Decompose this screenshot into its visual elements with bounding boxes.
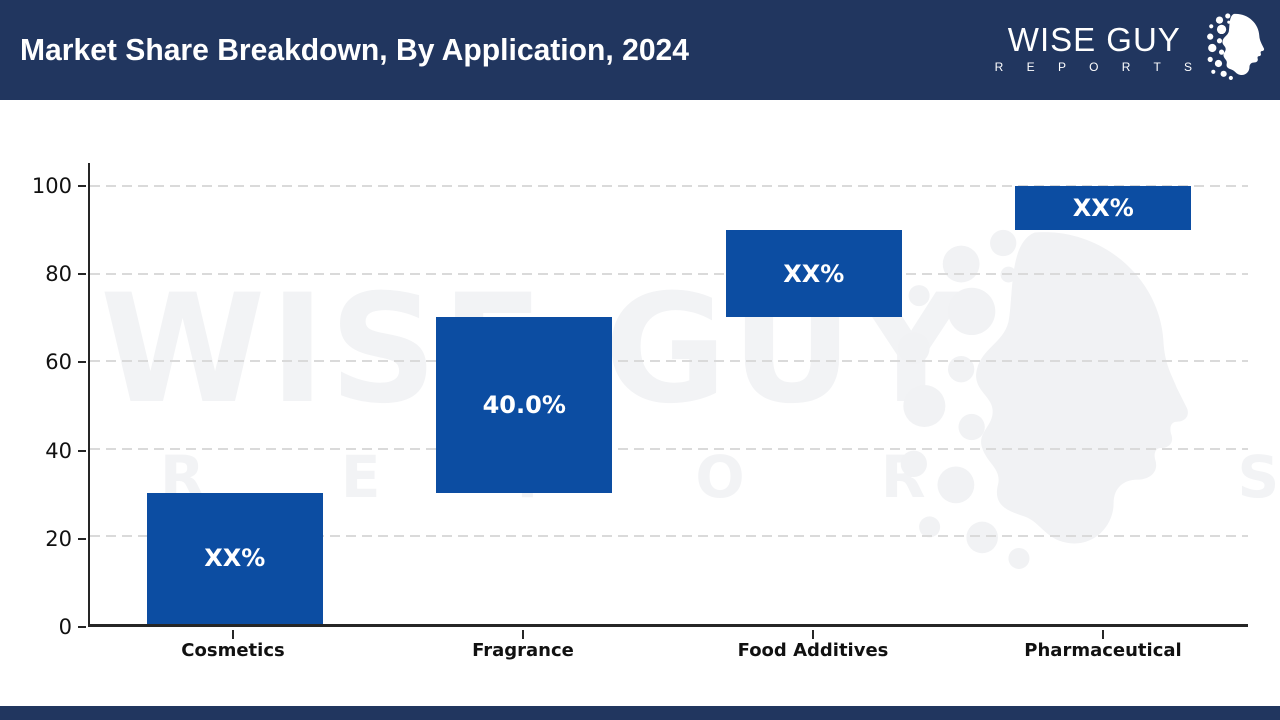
x-tick-mark [812, 630, 814, 639]
x-tick-mark [232, 630, 234, 639]
y-tick-mark [78, 626, 86, 628]
x-axis-label-pharmaceutical: Pharmaceutical [1024, 640, 1182, 661]
y-tick-label: 100 [31, 174, 72, 198]
x-tick-mark [1102, 630, 1104, 639]
y-axis-ticks: 0 20 40 60 80 100 [0, 174, 88, 639]
bar-cosmetics: XX% [146, 492, 323, 624]
y-tick-label: 80 [45, 262, 72, 287]
brand-face-icon [1207, 13, 1265, 81]
plot-area: XX% 40.0% XX% XX% [88, 163, 1248, 627]
y-tick-mark [78, 537, 86, 540]
bar-value-label: XX% [783, 259, 845, 288]
y-tick-label: 40 [45, 438, 72, 463]
value-area: XX% 40.0% XX% XX% [90, 185, 1248, 624]
bar-fragrance: 40.0% [436, 317, 613, 493]
y-tick-label: 60 [45, 350, 72, 375]
bar-food-additives: XX% [725, 229, 902, 318]
x-ticks [88, 630, 1248, 639]
y-tick-mark [78, 273, 86, 276]
y-tick-mark [78, 185, 86, 187]
gridline [90, 535, 1248, 538]
gridline [90, 447, 1248, 450]
bar-value-label: XX% [204, 544, 266, 573]
brand-name: WISE GUY [1007, 21, 1181, 59]
y-tick-mark [78, 449, 86, 452]
bars: XX% 40.0% XX% XX% [90, 186, 1248, 624]
brand-logo: WISE GUY R E P O R T S [987, 10, 1266, 86]
x-axis-labels: Cosmetics Fragrance Food Additives Pharmace… [88, 640, 1248, 670]
y-tick-label: 20 [45, 526, 72, 551]
gridline [90, 360, 1248, 363]
gridline [90, 272, 1248, 275]
page-title: Market Share Breakdown, By Application, … [20, 32, 690, 67]
y-tick-mark [78, 361, 86, 364]
bar-value-label: XX% [1072, 193, 1134, 222]
x-axis-label-cosmetics: Cosmetics [181, 640, 285, 661]
y-tick-label: 0 [58, 615, 72, 639]
header-bar: Market Share Breakdown, By Application, … [0, 0, 1280, 100]
bar-value-label: 40.0% [482, 390, 566, 419]
footer-bar [0, 706, 1280, 720]
x-tick-mark [522, 630, 524, 639]
bar-pharmaceutical: XX% [1015, 186, 1192, 230]
x-axis-label-fragrance: Fragrance [472, 640, 574, 661]
x-axis-label-food-additives: Food Additives [737, 640, 889, 661]
gridline [90, 185, 1248, 187]
brand-subtitle: R E P O R T S [994, 59, 1202, 74]
brand-text: WISE GUY R E P O R T S [987, 21, 1202, 74]
